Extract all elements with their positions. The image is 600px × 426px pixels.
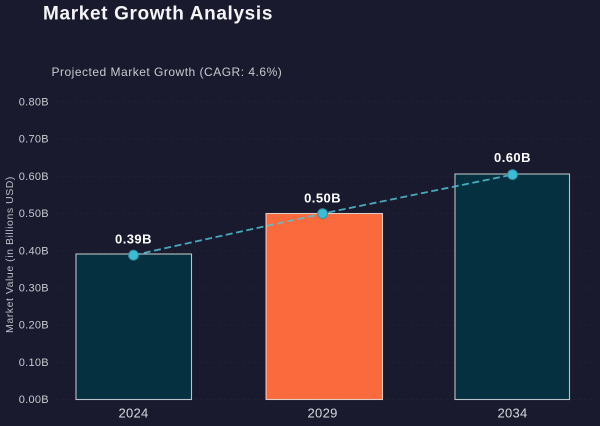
svg-text:Market Value (in Billions USD): Market Value (in Billions USD) [4, 176, 16, 333]
svg-text:0.00B: 0.00B [19, 394, 49, 406]
svg-text:0.39B: 0.39B [115, 232, 152, 247]
svg-text:Projected Market Growth (CAGR:: Projected Market Growth (CAGR: 4.6%) [52, 65, 283, 79]
svg-text:0.10B: 0.10B [19, 357, 49, 369]
svg-text:2024: 2024 [118, 406, 148, 421]
svg-text:0.30B: 0.30B [19, 283, 49, 295]
svg-text:0.50B: 0.50B [304, 191, 341, 206]
svg-text:0.80B: 0.80B [19, 97, 49, 109]
svg-text:0.20B: 0.20B [19, 320, 49, 332]
svg-text:2034: 2034 [497, 406, 527, 421]
svg-text:0.70B: 0.70B [19, 134, 49, 146]
svg-text:0.60B: 0.60B [19, 171, 49, 183]
svg-text:0.40B: 0.40B [19, 245, 49, 257]
svg-text:0.60B: 0.60B [494, 150, 531, 165]
svg-text:2029: 2029 [308, 406, 338, 421]
svg-text:Market Growth Analysis: Market Growth Analysis [43, 4, 273, 25]
svg-text:0.50B: 0.50B [19, 208, 49, 220]
